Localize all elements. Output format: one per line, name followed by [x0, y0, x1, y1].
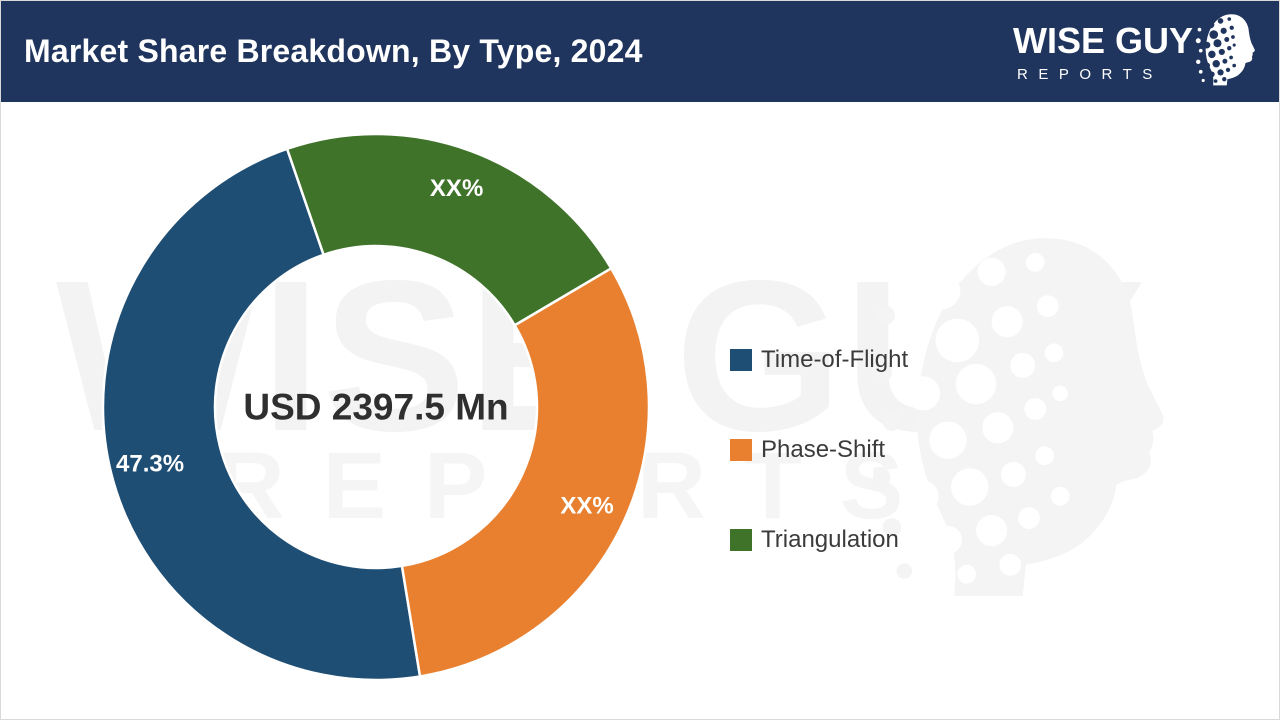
legend-label: Triangulation — [761, 526, 899, 553]
chart-legend: Time-of-Flight Phase-Shift Triangulation — [730, 347, 908, 617]
page-title: Market Share Breakdown, By Type, 2024 — [24, 33, 643, 69]
donut-center-value: USD 2397.5 Mn — [243, 387, 508, 428]
donut-segment-triangulation[interactable] — [285, 132, 613, 327]
logo-head-icon — [1195, 14, 1255, 86]
chart-area: WISE GUY REPORTS 47.3%XX%XX%USD 2397.5 M… — [1, 102, 1279, 719]
header-bar: Market Share Breakdown, By Type, 2024 WI… — [1, 1, 1279, 102]
segment-percentage-label: XX% — [560, 492, 613, 519]
wise-guy-reports-logo: WISE GUY REPORTS — [1013, 7, 1263, 104]
logo-subtext: REPORTS — [1017, 66, 1163, 83]
logo-graphic: WISE GUY REPORTS — [1013, 14, 1255, 86]
segment-percentage-label: XX% — [430, 175, 483, 202]
legend-label: Time-of-Flight — [761, 346, 909, 373]
segment-percentage-label: 47.3% — [116, 450, 184, 477]
legend-swatch-phase-shift — [730, 439, 752, 461]
donut-segment-time-of-flight[interactable] — [101, 147, 422, 682]
watermark-head-icon — [873, 238, 1164, 596]
legend-label: Phase-Shift — [761, 436, 886, 463]
legend-item-phase-shift[interactable]: Phase-Shift — [730, 437, 908, 463]
legend-swatch-triangulation — [730, 529, 752, 551]
legend-item-time-of-flight[interactable]: Time-of-Flight — [730, 347, 908, 373]
donut-segment-phase-shift[interactable] — [400, 267, 651, 678]
donut-chart: 47.3% XX% XX% USD 2397.5 Mn — [101, 132, 651, 682]
legend-item-triangulation[interactable]: Triangulation — [730, 527, 908, 553]
legend-swatch-time-of-flight — [730, 349, 752, 371]
logo-wordmark: WISE GUY — [1013, 20, 1193, 61]
